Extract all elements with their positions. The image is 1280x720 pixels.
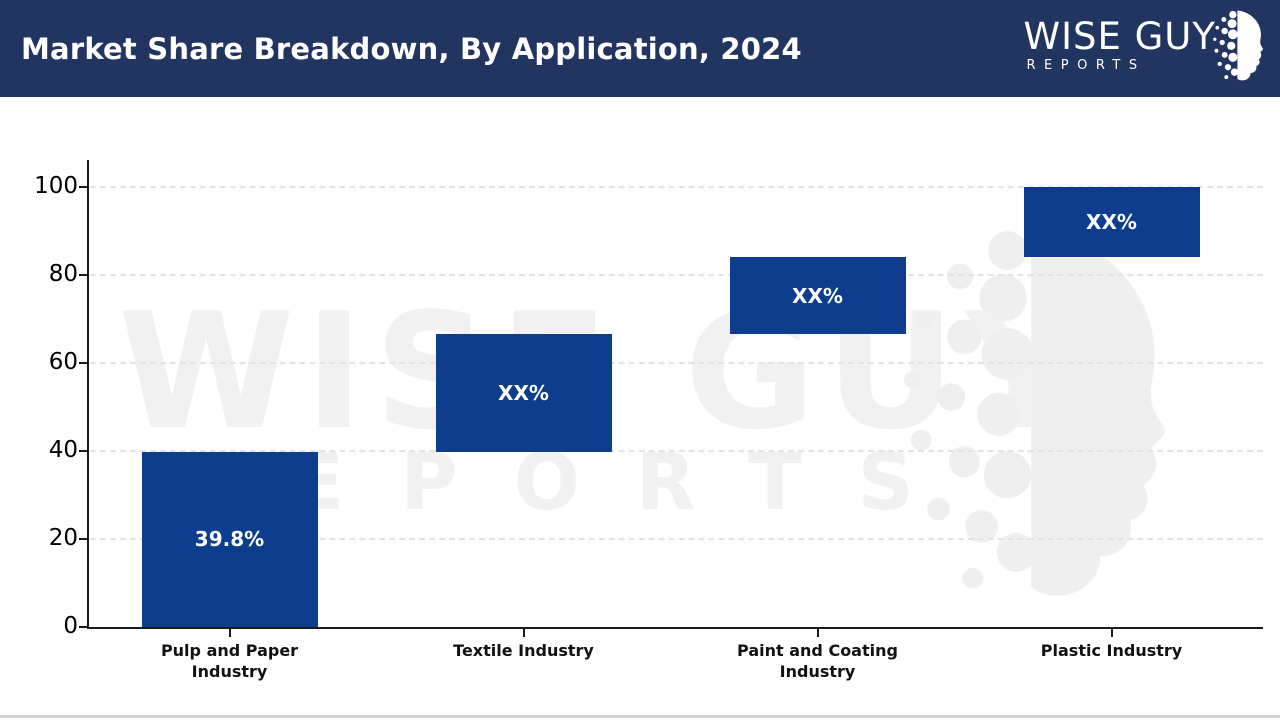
y-axis-line: [87, 160, 89, 629]
brand-name: WISE GUY: [1023, 15, 1216, 58]
y-tick-mark-20: [79, 537, 88, 540]
x-tick-mark: [228, 629, 231, 637]
brand-logo-text: WISE GUY REPORTS: [1023, 15, 1216, 74]
x-tick-mark: [1110, 629, 1113, 637]
y-tick-label-80: 80: [48, 260, 78, 287]
brand-logo: WISE GUY REPORTS: [1024, 8, 1266, 82]
page-title: Market Share Breakdown, By Application, …: [21, 31, 802, 66]
bar-segment: XX%: [1023, 186, 1200, 257]
header-band: Market Share Breakdown, By Application, …: [0, 0, 1280, 97]
bar-segment: XX%: [435, 334, 612, 452]
brand-head-icon: [1213, 10, 1263, 81]
y-tick-label-100: 100: [34, 172, 78, 199]
y-tick-mark-60: [79, 361, 88, 364]
gridline-40: [90, 449, 1263, 452]
bar-value-label: XX%: [1086, 209, 1137, 234]
y-tick-mark-0: [79, 626, 88, 628]
x-category-label: Paint and Coating Industry: [737, 641, 898, 681]
bar-segment: 39.8%: [141, 451, 318, 627]
y-tick-mark-40: [79, 449, 88, 452]
gridline-100: [90, 185, 1263, 188]
y-tick-label-60: 60: [48, 348, 78, 375]
gridline-80: [90, 273, 1263, 276]
gridline-60: [90, 361, 1263, 364]
x-axis-line: [87, 627, 1263, 629]
brand-subname: REPORTS: [1026, 58, 1146, 73]
gridline-20: [90, 537, 1263, 540]
bar-segment: XX%: [729, 256, 906, 335]
bar-value-label: 39.8%: [194, 527, 265, 552]
x-tick-mark: [816, 629, 819, 637]
x-category-label: Textile Industry: [453, 641, 594, 660]
x-tick-mark: [522, 629, 525, 637]
y-tick-label-0: 0: [63, 613, 78, 639]
bar-value-label: XX%: [498, 380, 549, 405]
y-tick-label-20: 20: [48, 524, 78, 551]
x-category-label: Plastic Industry: [1040, 641, 1183, 660]
bottom-border-rule: [0, 715, 1280, 718]
y-tick-mark-80: [79, 273, 88, 276]
bar-value-label: XX%: [792, 283, 843, 308]
y-tick-label-40: 40: [48, 436, 78, 463]
x-category-label: Pulp and Paper Industry: [160, 641, 299, 681]
y-tick-mark-100: [79, 185, 88, 188]
